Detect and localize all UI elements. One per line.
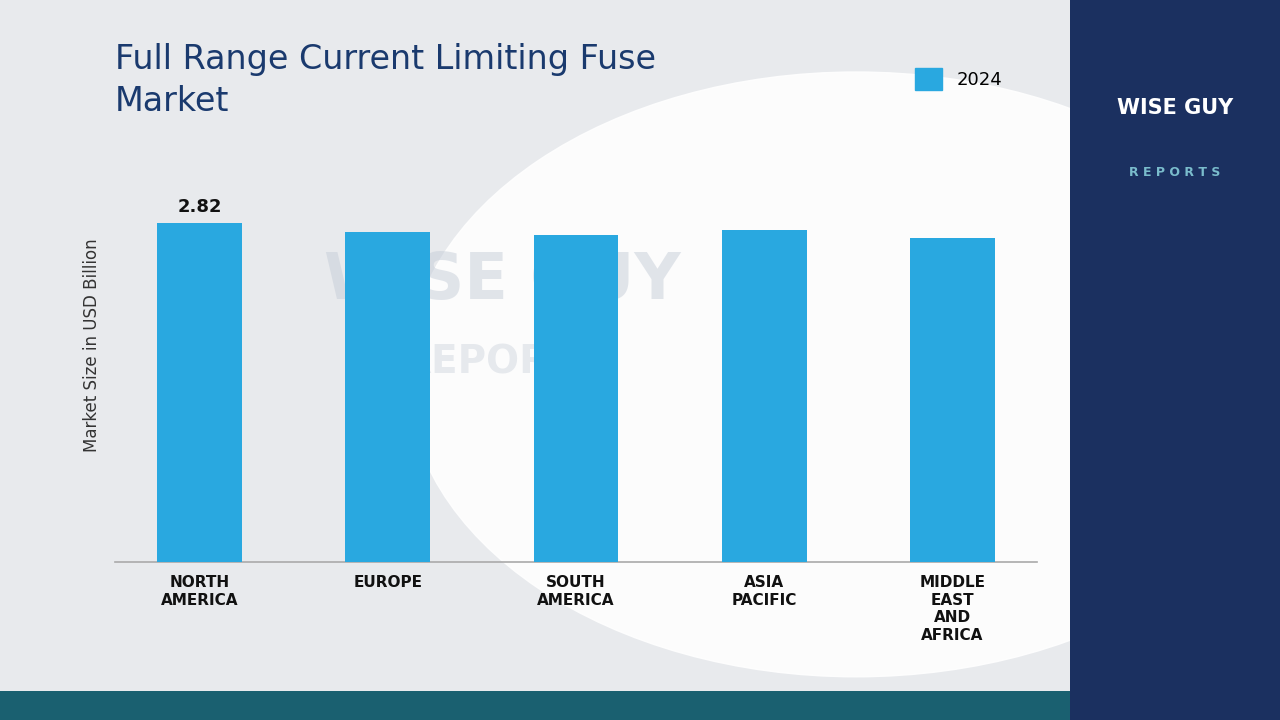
Bar <box>346 232 430 562</box>
Bar <box>534 235 618 562</box>
Text: WISE GUY: WISE GUY <box>1117 98 1233 118</box>
Text: 2.82: 2.82 <box>177 198 221 216</box>
Text: R E P O R T S: R E P O R T S <box>1129 166 1221 179</box>
Text: Full Range Current Limiting Fuse
Market: Full Range Current Limiting Fuse Market <box>115 43 657 118</box>
Text: REPORTS: REPORTS <box>402 344 603 382</box>
Y-axis label: Market Size in USD Billion: Market Size in USD Billion <box>83 239 101 452</box>
Bar <box>722 230 806 562</box>
Bar <box>157 223 242 562</box>
Text: WISE GUY: WISE GUY <box>324 250 681 312</box>
Circle shape <box>407 72 1280 677</box>
Bar <box>910 238 995 562</box>
Legend: 2024: 2024 <box>908 61 1010 97</box>
